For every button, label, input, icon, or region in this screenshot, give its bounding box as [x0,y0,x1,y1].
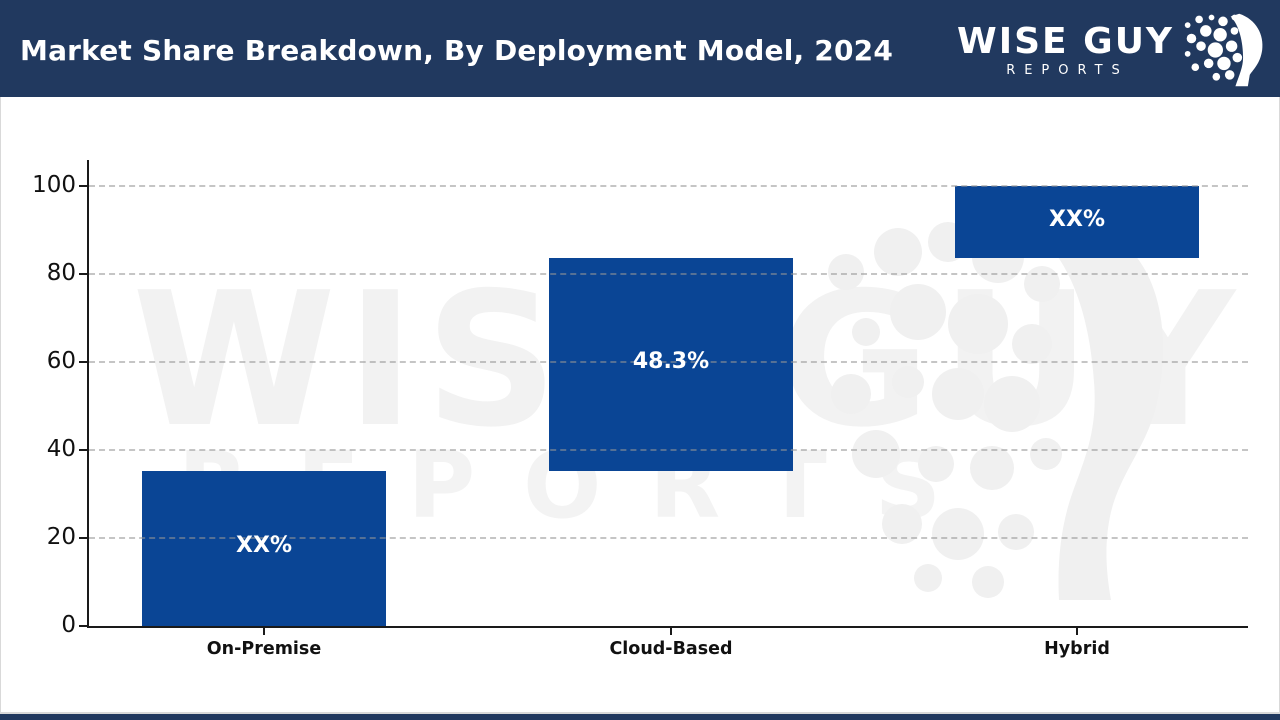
bar-value-label: XX% [236,533,292,559]
x-category-label: Cloud-Based [609,639,733,659]
gridline-60 [89,361,1248,363]
y-tick-label-40: 40 [46,436,76,462]
y-axis-line [87,160,89,628]
bottom-rule [0,712,1280,714]
brand-logo-text: WISE GUY REPORTS [956,21,1174,79]
x-tick-hybrid [1076,628,1078,635]
bar-value-label: 48.3% [632,349,710,375]
x-category-label: On-Premise [206,639,322,659]
brand-name: WISE GUY [956,21,1174,62]
y-tick-label-100: 100 [32,172,76,198]
y-tick-label-80: 80 [46,260,76,286]
gridline-40 [89,449,1248,451]
y-tick-80 [79,273,87,275]
brand-logo: WISE GUY REPORTS [957,10,1266,90]
x-tick-on-premise [263,628,265,635]
footer-bar [0,714,1280,720]
y-tick-100 [79,185,87,187]
brand-subname: REPORTS [1006,63,1129,78]
logo-head-icon [1184,13,1263,87]
header-bar: Market Share Breakdown, By Deployment Mo… [0,0,1280,97]
x-category-label: Hybrid [1044,639,1110,659]
bar-cloud-based [549,258,793,471]
left-border [0,97,1,720]
gridline-20 [89,537,1248,539]
y-tick-label-60: 60 [46,348,76,374]
gridline-80 [89,273,1248,275]
watermark-head-icon [828,222,1164,600]
y-tick-label-20: 20 [46,524,76,550]
x-tick-cloud-based [670,628,672,635]
y-tick-60 [79,361,87,363]
chart-title: Market Share Breakdown, By Deployment Mo… [20,34,894,67]
bar-value-label: XX% [1049,207,1105,233]
gridline-100 [89,185,1248,187]
y-tick-20 [79,537,87,539]
y-tick-0 [79,625,87,627]
y-tick-label-0: 0 [61,612,76,638]
x-axis-line [87,626,1248,628]
y-tick-40 [79,449,87,451]
bar-hybrid [955,186,1199,259]
bar-on-premise [142,470,386,626]
